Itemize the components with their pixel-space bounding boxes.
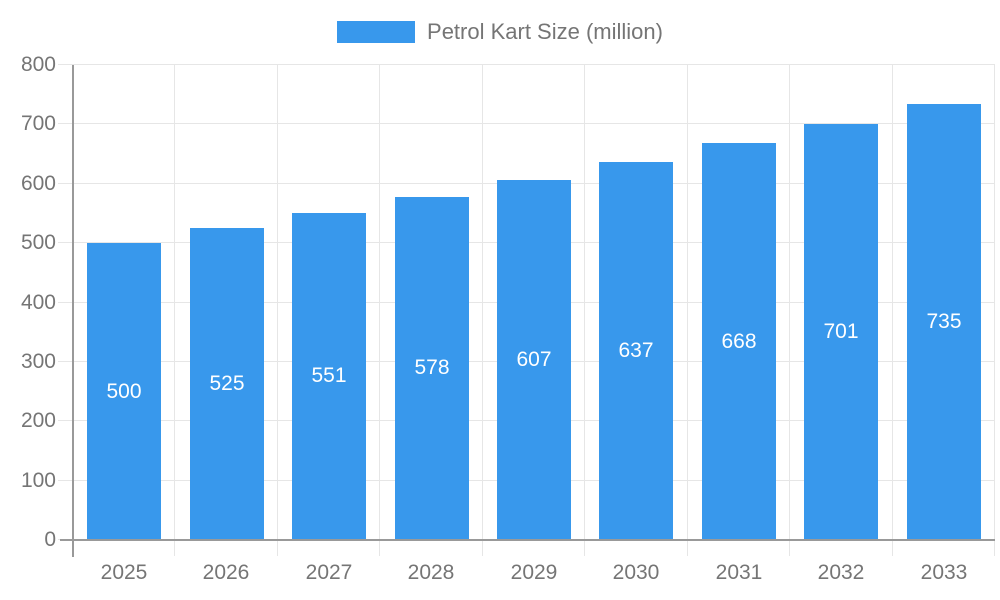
x-gridline: [481, 65, 483, 540]
y-axis-label: 0: [44, 528, 56, 551]
x-gridline: [994, 65, 995, 540]
y-axis-label: 400: [20, 290, 56, 314]
x-gridline: [379, 65, 381, 540]
y-axis-line: [72, 65, 74, 557]
x-gridline: [174, 65, 176, 540]
x-axis-tick: [584, 540, 586, 556]
bar-2031[interactable]: [702, 143, 776, 540]
y-axis-tick: [58, 123, 73, 125]
x-axis-label: 2026: [202, 561, 250, 584]
x-gridline: [584, 65, 586, 540]
bar-2030[interactable]: [599, 161, 673, 540]
bar-value-label: 668: [721, 330, 757, 353]
y-axis-tick: [58, 301, 73, 303]
y-gridline: [73, 123, 995, 125]
bar-value-label: 500: [106, 380, 142, 403]
x-axis-label: 2031: [715, 561, 763, 584]
x-axis-label: 2032: [817, 561, 865, 584]
y-axis-label: 700: [20, 112, 56, 136]
bar-2026[interactable]: [190, 228, 264, 540]
x-axis-tick: [276, 540, 278, 556]
y-axis-tick: [58, 479, 73, 481]
y-axis-label: 300: [20, 349, 56, 373]
x-axis-tick: [789, 540, 791, 556]
legend-label: Petrol Kart Size (million): [427, 19, 663, 44]
y-axis-tick: [58, 182, 73, 184]
bar-value-label: 578: [414, 356, 450, 379]
x-axis-label: 2028: [407, 561, 455, 584]
bar-2028[interactable]: [395, 196, 469, 540]
bar-2033[interactable]: [907, 103, 981, 540]
x-axis-line: [60, 539, 995, 541]
bar-value-label: 525: [209, 372, 245, 395]
y-axis-label: 600: [20, 171, 56, 195]
bar-2032[interactable]: [804, 123, 878, 540]
y-axis-label: 100: [20, 468, 56, 492]
x-axis-tick: [379, 540, 381, 556]
y-gridline: [73, 64, 995, 65]
x-axis-label: 2027: [305, 561, 353, 584]
x-gridline: [276, 65, 278, 540]
y-axis-tick: [58, 420, 73, 422]
x-axis-tick: [891, 540, 893, 556]
x-axis-label: 2033: [920, 561, 968, 584]
bar-value-label: 551: [311, 364, 347, 387]
bar-value-label: 637: [618, 339, 654, 362]
legend-swatch: [337, 21, 416, 43]
x-axis-label: 2025: [100, 561, 148, 584]
x-gridline: [686, 65, 688, 540]
y-axis-label: 500: [20, 231, 56, 255]
bar-value-label: 735: [926, 310, 962, 333]
x-gridline: [891, 65, 893, 540]
bar-value-label: 607: [516, 348, 552, 371]
bar-2025[interactable]: [87, 243, 161, 540]
x-axis-tick: [174, 540, 176, 556]
x-axis-label: 2029: [510, 561, 558, 584]
y-axis-tick: [58, 360, 73, 362]
bar-2029[interactable]: [497, 179, 571, 540]
legend[interactable]: Petrol Kart Size (million): [0, 18, 1000, 46]
y-axis-label: 200: [20, 409, 56, 433]
y-axis-tick: [58, 242, 73, 244]
bar-value-label: 701: [823, 320, 859, 343]
bar-2027[interactable]: [292, 212, 366, 540]
y-axis-label: 800: [20, 53, 56, 76]
x-gridline: [789, 65, 791, 540]
x-axis-tick: [481, 540, 483, 556]
x-axis-tick: [994, 540, 995, 556]
x-axis-label: 2030: [612, 561, 660, 584]
y-axis-tick: [58, 64, 73, 65]
x-axis-tick: [686, 540, 688, 556]
